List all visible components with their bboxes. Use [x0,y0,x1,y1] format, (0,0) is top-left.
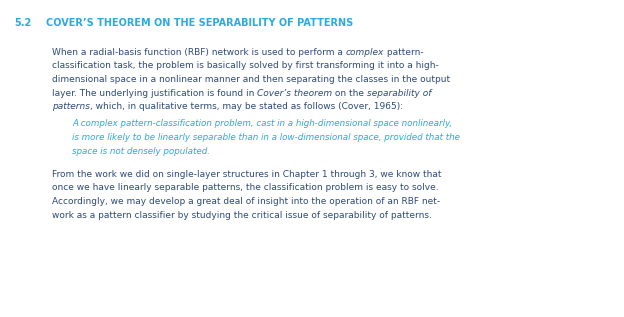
Text: COVER’S THEOREM ON THE SEPARABILITY OF PATTERNS: COVER’S THEOREM ON THE SEPARABILITY OF P… [46,18,353,28]
Text: When a radial-basis function (RBF) network is used to perform a: When a radial-basis function (RBF) netwo… [52,48,346,57]
Text: A complex pattern-classification problem, cast in a high-dimensional space nonli: A complex pattern-classification problem… [72,120,452,128]
Text: space is not densely populated.: space is not densely populated. [72,146,210,156]
Text: work as a pattern classifier by studying the critical issue of separability of p: work as a pattern classifier by studying… [52,210,432,219]
Text: separability of: separability of [368,88,432,98]
Text: Accordingly, we may develop a great deal of insight into the operation of an RBF: Accordingly, we may develop a great deal… [52,197,440,206]
Text: 5.2: 5.2 [14,18,31,28]
Text: is more likely to be linearly separable than in a low-dimensional space, provide: is more likely to be linearly separable … [72,133,460,142]
Text: patterns: patterns [52,102,90,111]
Text: complex: complex [346,48,384,57]
Text: Cover’s theorem: Cover’s theorem [257,88,333,98]
Text: pattern-: pattern- [384,48,424,57]
Text: , which, in qualitative terms, may be stated as follows (Cover, 1965):: , which, in qualitative terms, may be st… [90,102,403,111]
Text: on the: on the [333,88,368,98]
Text: classification task, the problem is basically solved by first transforming it in: classification task, the problem is basi… [52,61,439,70]
Text: layer. The underlying justification is found in: layer. The underlying justification is f… [52,88,257,98]
Text: dimensional space in a nonlinear manner and then separating the classes in the o: dimensional space in a nonlinear manner … [52,75,450,84]
Text: From the work we did on single-layer structures in Chapter 1 through 3, we know : From the work we did on single-layer str… [52,170,442,179]
Text: once we have linearly separable patterns, the classification problem is easy to : once we have linearly separable patterns… [52,184,439,192]
